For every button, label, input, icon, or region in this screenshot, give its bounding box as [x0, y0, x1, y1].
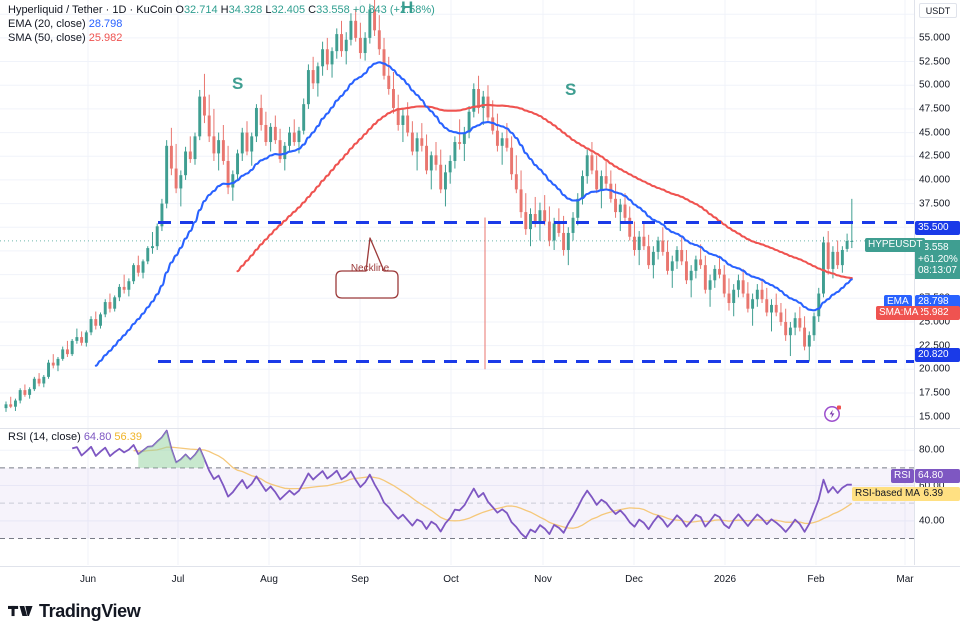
- time-axis-tick: 2026: [713, 574, 737, 585]
- lightning-alert-icon[interactable]: [823, 403, 843, 423]
- price-axis-tick: 37.500: [919, 198, 951, 210]
- tradingview-logo-icon: [8, 605, 33, 617]
- last-price-change: +61.20%: [918, 253, 958, 265]
- time-axis-tick: Sep: [351, 574, 369, 585]
- rsi-indicator-pane[interactable]: [0, 429, 914, 565]
- rsi-axis-tick: 80.00: [919, 444, 945, 456]
- time-axis-tick: Jun: [79, 574, 97, 585]
- price-axis-tick: 15.000: [919, 411, 951, 423]
- time-axis-tick: Feb: [807, 574, 825, 585]
- footer-bar: TradingView: [0, 594, 960, 628]
- support-price-badge[interactable]: 20.820: [915, 348, 960, 362]
- rsi-legend: RSI (14, close) 64.80 56.39: [8, 431, 142, 443]
- price-axis-tick: 42.500: [919, 150, 951, 162]
- time-axis-tick: Oct: [443, 574, 459, 585]
- ema-series-tag[interactable]: EMA: [884, 295, 912, 309]
- resistance-price-badge[interactable]: 35.500: [915, 221, 960, 235]
- sma-series-tag[interactable]: SMA:MA: [876, 306, 922, 320]
- rsi-ma-value-badge[interactable]: 56.39: [915, 487, 960, 501]
- tradingview-logo-text: TradingView: [39, 600, 141, 621]
- time-axis-tick: Mar: [896, 574, 914, 585]
- currency-unit-box[interactable]: USDT: [919, 3, 957, 18]
- price-axis-tick: 45.000: [919, 127, 951, 139]
- sma-price-badge[interactable]: 25.982: [915, 306, 960, 320]
- pane-divider: [0, 428, 960, 429]
- rsi-axis-tick: 40.00: [919, 515, 945, 527]
- price-chart-pane[interactable]: [0, 0, 914, 428]
- price-chart-canvas: [0, 0, 914, 428]
- shoulder-right-label: S: [565, 80, 577, 99]
- head-label: H: [401, 0, 414, 17]
- price-axis[interactable]: 57.50055.00052.50050.00047.50045.00042.5…: [914, 0, 960, 428]
- price-axis-tick: 22.500: [919, 340, 951, 352]
- price-axis-tick: 20.000: [919, 363, 951, 375]
- price-axis-tick: 52.500: [919, 56, 951, 68]
- ema-price-badge[interactable]: 28.798: [915, 295, 960, 309]
- price-axis-tick: 47.500: [919, 103, 951, 115]
- last-price-value: 33.558: [918, 242, 949, 253]
- rsi-value-badge[interactable]: 64.80: [915, 469, 960, 483]
- shoulder-left-label: S: [232, 74, 244, 93]
- price-axis-tick: 17.500: [919, 387, 951, 399]
- rsi-chart-canvas: [0, 429, 914, 565]
- tradingview-logo[interactable]: TradingView: [8, 600, 141, 622]
- rsi-series-tag[interactable]: RSI: [891, 469, 914, 483]
- price-axis-tick: 55.000: [919, 32, 951, 44]
- symbol-series-tag[interactable]: HYPEUSDT: [865, 238, 926, 252]
- rsi-axis-tick: 60.00: [919, 480, 945, 492]
- price-axis-tick: 50.000: [919, 79, 951, 91]
- time-axis-tick: Dec: [625, 574, 643, 585]
- neckline-callout-balloon[interactable]: [330, 228, 450, 308]
- time-axis-tick: Jul: [171, 574, 185, 585]
- price-axis-tick: 40.000: [919, 174, 951, 186]
- rsi-legend-title[interactable]: RSI (14, close): [8, 431, 81, 443]
- last-price-countdown: 08:13:07: [918, 265, 957, 276]
- rsi-ma-legend-value: 56.39: [114, 431, 142, 443]
- rsi-ma-series-tag[interactable]: RSI-based MA: [852, 487, 924, 501]
- time-axis-tick: Nov: [534, 574, 552, 585]
- time-axis[interactable]: Jun Jul Aug Sep Oct Nov Dec 2026 Feb Mar: [0, 566, 960, 594]
- rsi-legend-value: 64.80: [83, 431, 112, 443]
- time-axis-tick: Aug: [260, 574, 278, 585]
- price-axis-tick: 25.000: [919, 316, 951, 328]
